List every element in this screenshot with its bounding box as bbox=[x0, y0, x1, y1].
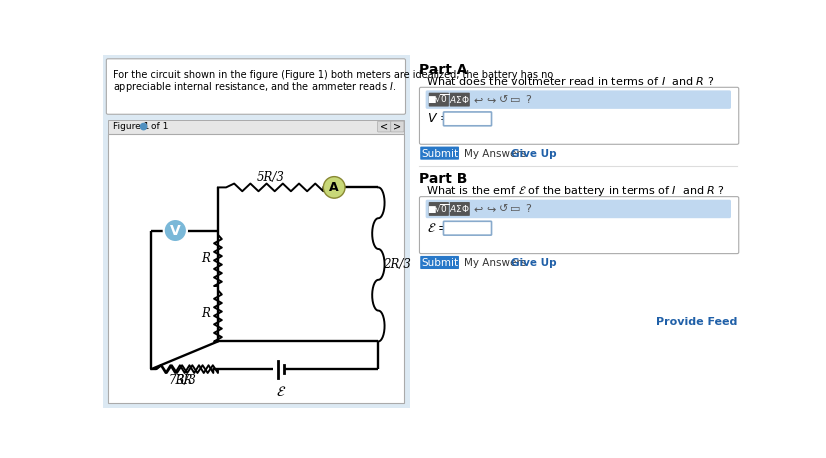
Text: R: R bbox=[201, 307, 210, 320]
Text: Figure 1: Figure 1 bbox=[112, 122, 149, 131]
Text: 7R/3: 7R/3 bbox=[169, 374, 197, 387]
Text: $\blacksquare\!\sqrt{0}$: $\blacksquare\!\sqrt{0}$ bbox=[427, 93, 450, 106]
FancyBboxPatch shape bbox=[420, 147, 459, 160]
Text: A: A bbox=[330, 181, 339, 194]
Text: ↺: ↺ bbox=[498, 204, 508, 214]
Text: $\mathcal{E}$ =: $\mathcal{E}$ = bbox=[427, 222, 449, 234]
FancyBboxPatch shape bbox=[420, 256, 459, 269]
Text: What is the emf $\mathcal{E}$ of the battery in terms of $I$  and $R$ ?: What is the emf $\mathcal{E}$ of the bat… bbox=[425, 184, 724, 198]
Text: Part A: Part A bbox=[420, 63, 468, 76]
Text: $\mathcal{E}$: $\mathcal{E}$ bbox=[276, 385, 286, 398]
FancyBboxPatch shape bbox=[377, 121, 391, 132]
Text: appreciable internal resistance, and the ammeter reads $I$.: appreciable internal resistance, and the… bbox=[112, 80, 396, 93]
Text: $A\Sigma\Phi$: $A\Sigma\Phi$ bbox=[449, 203, 470, 214]
Text: Submit: Submit bbox=[421, 258, 458, 268]
Text: of 1: of 1 bbox=[151, 122, 169, 131]
Text: ?: ? bbox=[525, 95, 531, 104]
Text: V: V bbox=[170, 224, 181, 238]
Text: 5R/3: 5R/3 bbox=[257, 171, 285, 184]
Text: Submit: Submit bbox=[421, 148, 458, 158]
Text: 3R: 3R bbox=[177, 374, 192, 387]
Text: My Answers: My Answers bbox=[464, 258, 527, 268]
Text: $V$ =: $V$ = bbox=[427, 112, 451, 125]
Text: ↩: ↩ bbox=[473, 204, 483, 214]
FancyBboxPatch shape bbox=[107, 59, 406, 114]
FancyBboxPatch shape bbox=[420, 87, 738, 144]
Circle shape bbox=[140, 123, 147, 131]
FancyBboxPatch shape bbox=[103, 55, 411, 408]
Text: Give Up: Give Up bbox=[511, 258, 557, 268]
FancyBboxPatch shape bbox=[429, 93, 449, 107]
FancyBboxPatch shape bbox=[108, 120, 404, 133]
Text: ↪: ↪ bbox=[486, 95, 496, 104]
FancyBboxPatch shape bbox=[425, 90, 731, 109]
FancyBboxPatch shape bbox=[449, 202, 470, 216]
FancyBboxPatch shape bbox=[108, 133, 404, 403]
FancyBboxPatch shape bbox=[449, 93, 470, 107]
Text: What does the voltmeter read in terms of $I$  and $R$ ?: What does the voltmeter read in terms of… bbox=[425, 75, 714, 87]
Circle shape bbox=[323, 177, 345, 198]
Text: 2R/3: 2R/3 bbox=[383, 258, 411, 271]
Text: ▭: ▭ bbox=[510, 204, 521, 214]
Text: For the circuit shown in the figure (Figure 1) both meters are idealized, the ba: For the circuit shown in the figure (Fig… bbox=[112, 70, 553, 80]
FancyBboxPatch shape bbox=[429, 202, 449, 216]
Text: My Answers: My Answers bbox=[464, 148, 527, 158]
Text: ↪: ↪ bbox=[486, 204, 496, 214]
Text: ↩: ↩ bbox=[473, 95, 483, 104]
Text: ?: ? bbox=[525, 204, 531, 214]
FancyBboxPatch shape bbox=[420, 196, 738, 254]
Text: <: < bbox=[380, 121, 388, 131]
Text: ↺: ↺ bbox=[498, 95, 508, 104]
FancyBboxPatch shape bbox=[425, 200, 731, 218]
FancyBboxPatch shape bbox=[391, 121, 404, 132]
Text: >: > bbox=[393, 121, 401, 131]
Text: R: R bbox=[201, 252, 210, 265]
Text: $A\Sigma\Phi$: $A\Sigma\Phi$ bbox=[449, 94, 470, 105]
Text: Give Up: Give Up bbox=[511, 148, 557, 158]
Text: ▭: ▭ bbox=[510, 95, 521, 104]
Text: Part B: Part B bbox=[420, 172, 468, 186]
FancyBboxPatch shape bbox=[411, 55, 743, 408]
Text: $\blacksquare\!\sqrt{0}$: $\blacksquare\!\sqrt{0}$ bbox=[427, 202, 450, 216]
Circle shape bbox=[164, 219, 187, 242]
FancyBboxPatch shape bbox=[444, 221, 491, 235]
FancyBboxPatch shape bbox=[444, 112, 491, 126]
Text: Provide Feed: Provide Feed bbox=[656, 317, 737, 327]
